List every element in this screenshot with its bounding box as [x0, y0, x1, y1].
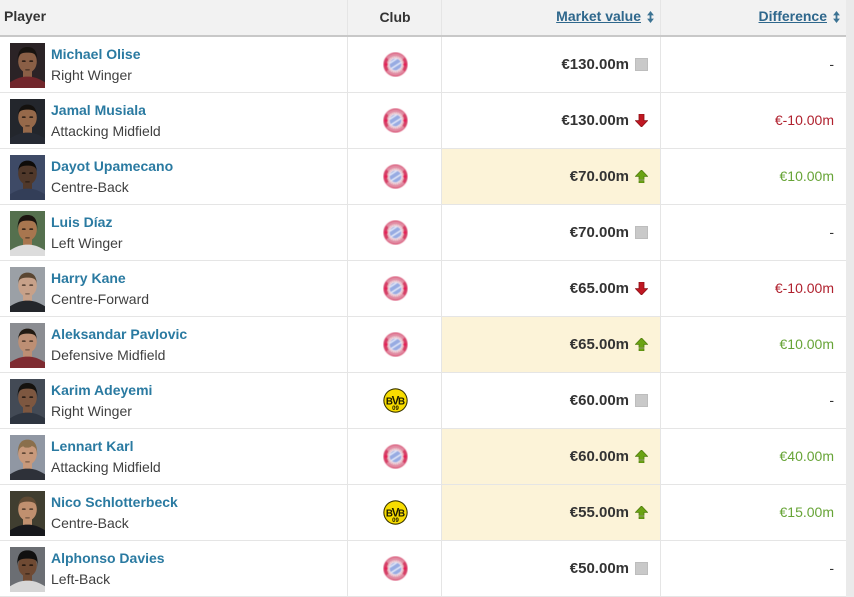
svg-text:09: 09 [392, 518, 399, 524]
svg-text:B: B [385, 508, 392, 519]
svg-text:B: B [398, 396, 405, 407]
svg-text:09: 09 [392, 406, 399, 412]
svg-text:B: B [385, 396, 392, 407]
svg-text:B: B [398, 508, 405, 519]
svg-text:V: V [391, 507, 399, 519]
svg-text:V: V [391, 395, 399, 407]
